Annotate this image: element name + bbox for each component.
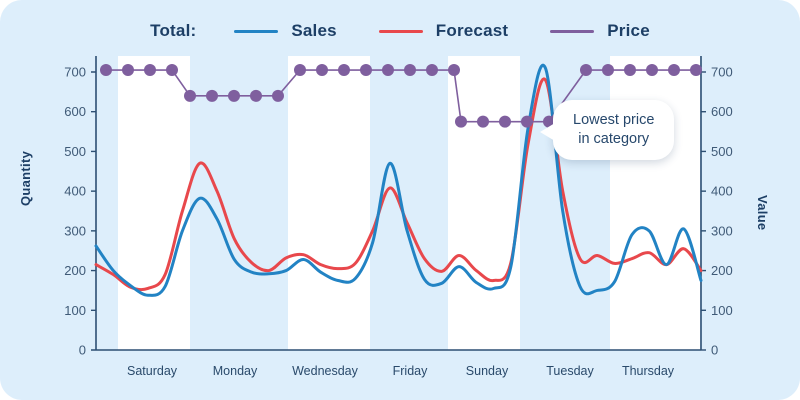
line-swatch-icon: [378, 29, 423, 33]
x-axis-category-label: Tuesday: [546, 364, 594, 378]
x-axis-category-label: Thursday: [622, 364, 675, 378]
x-axis-category-label: Saturday: [127, 364, 178, 378]
y-tick-label-left: 300: [64, 223, 86, 238]
legend-title: Total:: [150, 21, 197, 40]
y-tick-label-right: 200: [711, 263, 733, 278]
weekend-band: [288, 56, 370, 350]
legend-label-price: Price: [607, 21, 650, 40]
legend-item-price[interactable]: Price: [550, 21, 650, 41]
tooltip-line-2: in category: [578, 130, 650, 147]
weekend-band: [118, 56, 190, 350]
y-tick-label-right: 400: [711, 184, 733, 199]
legend-item-forecast[interactable]: Forecast: [378, 21, 509, 41]
line-swatch-icon: [234, 29, 279, 33]
y-tick-label-right: 0: [711, 343, 718, 358]
y-tick-label-right: 600: [711, 104, 733, 119]
weekend-bands: [118, 56, 700, 350]
y-tick-label-right: 500: [711, 144, 733, 159]
series-line-forecast[interactable]: [94, 77, 703, 292]
price-connector: [453, 69, 462, 122]
y-tick-label-left: 0: [79, 343, 86, 358]
y-tick-label-left: 200: [64, 263, 86, 278]
x-axis-category-label: Sunday: [466, 364, 509, 378]
legend-item-sales[interactable]: Sales: [234, 21, 337, 41]
y-tick-label-right: 700: [711, 65, 733, 80]
price-marker-low[interactable]: [455, 115, 467, 128]
y-tick-label-left: 600: [64, 104, 86, 119]
x-axis-category-label: Wednesday: [292, 364, 359, 378]
series-line-sales[interactable]: [94, 63, 703, 297]
price-marker-low[interactable]: [521, 115, 533, 128]
y-tick-label-left: 100: [64, 303, 86, 318]
weekend-band: [448, 56, 520, 350]
y-tick-label-left: 400: [64, 184, 86, 199]
x-axis-category-label: Monday: [213, 364, 258, 378]
y-tick-label-right: 100: [711, 303, 733, 318]
legend-label-sales: Sales: [291, 21, 337, 40]
x-axis-category-label: Friday: [393, 364, 428, 378]
legend-label-forecast: Forecast: [435, 21, 509, 40]
chart-legend: Total: Sales Forecast Price: [0, 14, 800, 48]
tooltip-line-1: Lowest price: [573, 112, 655, 128]
price-marker-low[interactable]: [499, 115, 511, 128]
price-marker-low[interactable]: [477, 115, 489, 128]
tooltip-callout[interactable]: Lowest price in category: [539, 100, 675, 161]
line-swatch-icon: [550, 29, 595, 33]
y-tick-label-left: 700: [64, 65, 86, 80]
series-line-price: [106, 69, 696, 97]
y-tick-label-left: 500: [64, 144, 86, 159]
y-tick-label-right: 300: [711, 223, 733, 238]
